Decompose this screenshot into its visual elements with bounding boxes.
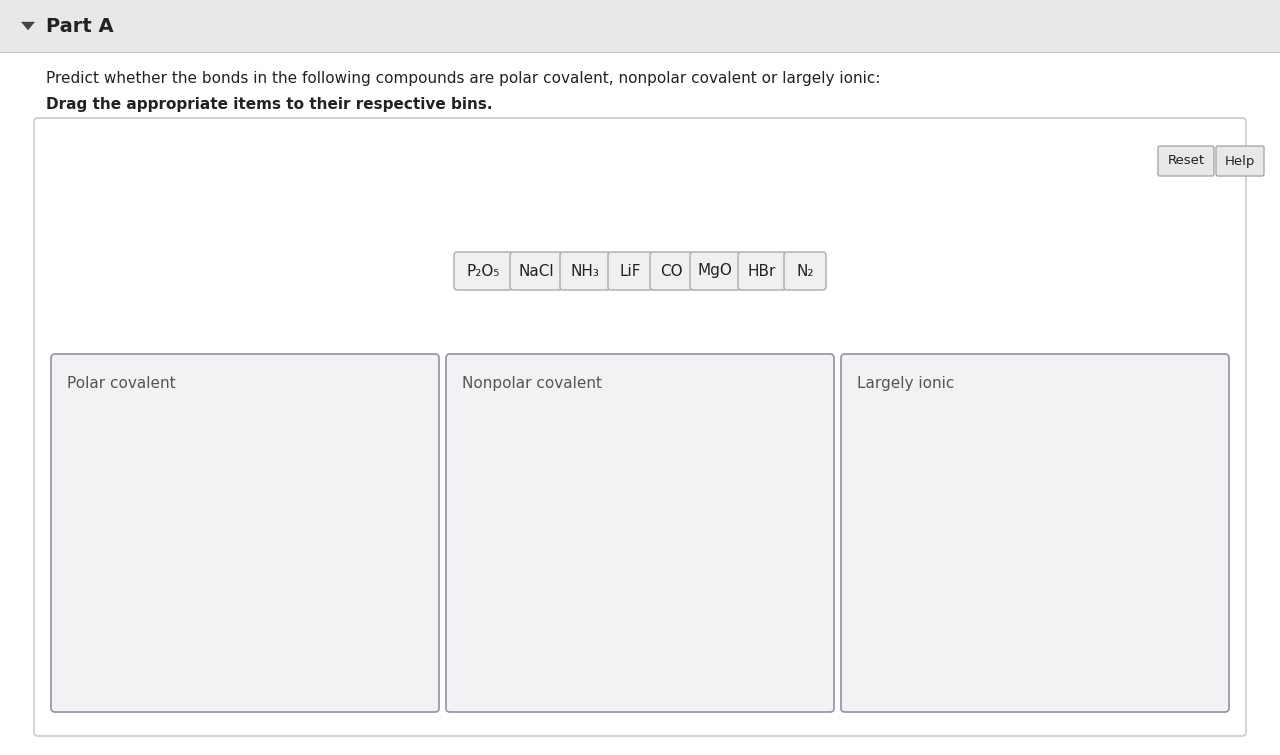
FancyBboxPatch shape <box>690 252 740 290</box>
Text: NH₃: NH₃ <box>571 263 599 279</box>
Text: P₂O₅: P₂O₅ <box>466 263 499 279</box>
FancyBboxPatch shape <box>561 252 611 290</box>
FancyBboxPatch shape <box>509 252 562 290</box>
Text: MgO: MgO <box>698 263 732 279</box>
Text: Help: Help <box>1225 155 1256 168</box>
Text: Largely ionic: Largely ionic <box>858 376 955 391</box>
FancyBboxPatch shape <box>35 118 1245 736</box>
Text: CO: CO <box>659 263 682 279</box>
FancyBboxPatch shape <box>783 252 826 290</box>
FancyBboxPatch shape <box>454 252 512 290</box>
Text: LiF: LiF <box>620 263 641 279</box>
Text: Nonpolar covalent: Nonpolar covalent <box>462 376 602 391</box>
Text: HBr: HBr <box>748 263 776 279</box>
FancyBboxPatch shape <box>445 354 835 712</box>
FancyBboxPatch shape <box>1158 146 1213 176</box>
FancyBboxPatch shape <box>608 252 652 290</box>
Polygon shape <box>20 22 35 30</box>
Text: Reset: Reset <box>1167 155 1204 168</box>
Text: Drag the appropriate items to their respective bins.: Drag the appropriate items to their resp… <box>46 97 493 112</box>
FancyBboxPatch shape <box>739 252 786 290</box>
Text: Polar covalent: Polar covalent <box>67 376 175 391</box>
FancyBboxPatch shape <box>51 354 439 712</box>
Text: Predict whether the bonds in the following compounds are polar covalent, nonpola: Predict whether the bonds in the followi… <box>46 70 881 85</box>
Text: NaCl: NaCl <box>518 263 554 279</box>
FancyBboxPatch shape <box>841 354 1229 712</box>
Bar <box>0 0 1280 52</box>
FancyBboxPatch shape <box>1216 146 1265 176</box>
Text: N₂: N₂ <box>796 263 814 279</box>
FancyBboxPatch shape <box>650 252 692 290</box>
Text: Part A: Part A <box>46 17 114 36</box>
